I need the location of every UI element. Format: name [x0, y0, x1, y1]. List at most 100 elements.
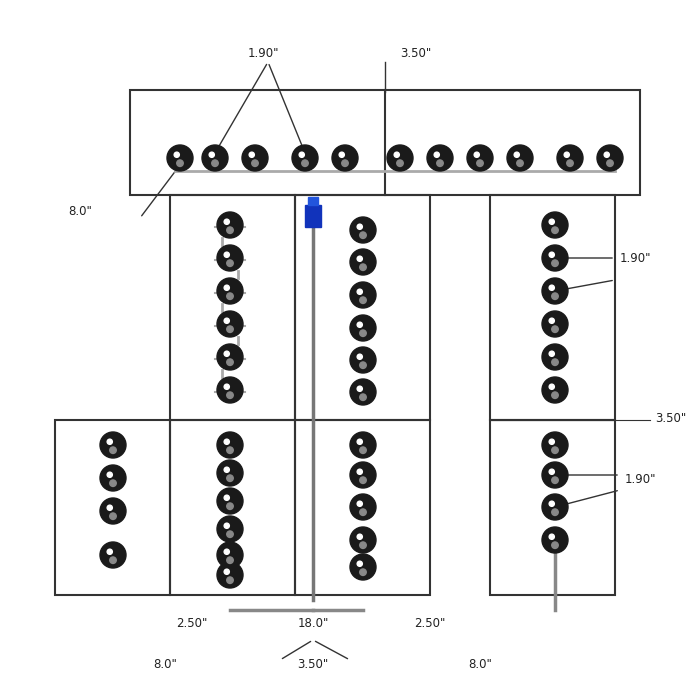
Circle shape [360, 569, 366, 575]
Circle shape [549, 439, 554, 444]
Circle shape [357, 439, 363, 444]
Circle shape [360, 477, 366, 484]
Circle shape [350, 249, 376, 275]
Circle shape [174, 152, 179, 158]
Circle shape [224, 439, 230, 444]
Circle shape [517, 160, 524, 167]
Bar [170, 420, 295, 595]
Circle shape [360, 232, 366, 239]
Circle shape [549, 285, 554, 290]
Circle shape [217, 278, 243, 304]
Circle shape [217, 516, 243, 542]
Circle shape [549, 318, 554, 323]
Circle shape [360, 264, 366, 270]
Circle shape [549, 384, 554, 389]
Circle shape [542, 494, 568, 520]
Text: 1.90": 1.90" [620, 252, 652, 265]
Text: 8.0": 8.0" [68, 205, 92, 218]
Circle shape [552, 260, 559, 267]
Circle shape [549, 351, 554, 356]
Circle shape [357, 386, 363, 391]
Circle shape [217, 460, 243, 486]
Circle shape [542, 462, 568, 488]
Circle shape [107, 439, 112, 444]
Circle shape [557, 145, 583, 171]
Circle shape [332, 145, 358, 171]
Circle shape [350, 217, 376, 243]
Circle shape [437, 160, 443, 167]
Circle shape [167, 145, 193, 171]
Circle shape [357, 534, 363, 540]
Circle shape [350, 554, 376, 580]
Circle shape [224, 252, 230, 258]
Circle shape [224, 523, 230, 528]
Circle shape [110, 480, 116, 486]
Circle shape [217, 377, 243, 403]
Circle shape [227, 227, 233, 234]
Circle shape [224, 384, 230, 389]
Circle shape [350, 347, 376, 373]
Circle shape [427, 145, 453, 171]
Circle shape [542, 377, 568, 403]
Circle shape [549, 219, 554, 224]
Circle shape [224, 285, 230, 290]
Circle shape [350, 432, 376, 458]
Circle shape [542, 212, 568, 238]
Circle shape [227, 293, 233, 300]
Text: 3.50": 3.50" [400, 47, 431, 60]
Circle shape [110, 447, 116, 454]
Circle shape [549, 252, 554, 258]
Circle shape [227, 260, 233, 267]
Circle shape [249, 152, 254, 158]
Circle shape [360, 362, 366, 368]
Circle shape [217, 488, 243, 514]
Circle shape [552, 326, 559, 332]
Circle shape [387, 145, 413, 171]
Text: 2.50": 2.50" [414, 617, 446, 630]
Circle shape [360, 542, 366, 549]
Circle shape [227, 577, 233, 584]
Circle shape [477, 160, 483, 167]
Circle shape [227, 447, 233, 454]
Circle shape [360, 330, 366, 337]
Circle shape [549, 501, 554, 506]
Circle shape [549, 534, 554, 540]
Circle shape [357, 256, 363, 261]
Circle shape [252, 160, 258, 167]
Circle shape [552, 509, 559, 515]
Circle shape [549, 469, 554, 475]
Circle shape [224, 569, 230, 574]
Circle shape [607, 160, 613, 167]
Text: 2.50": 2.50" [176, 617, 208, 630]
Circle shape [107, 472, 112, 477]
Bar [295, 195, 430, 420]
Circle shape [202, 145, 228, 171]
Circle shape [292, 145, 318, 171]
Circle shape [357, 561, 363, 566]
Bar [55, 420, 170, 595]
Circle shape [552, 227, 559, 234]
Circle shape [552, 359, 559, 365]
Circle shape [217, 245, 243, 271]
Text: 18.0": 18.0" [298, 617, 329, 630]
Text: 3.50": 3.50" [655, 412, 686, 425]
Circle shape [302, 160, 308, 167]
Circle shape [350, 494, 376, 520]
Circle shape [552, 542, 559, 549]
Circle shape [339, 152, 344, 158]
Circle shape [597, 145, 623, 171]
Circle shape [357, 322, 363, 328]
Circle shape [552, 293, 559, 300]
Circle shape [227, 503, 233, 510]
Circle shape [176, 160, 183, 167]
Circle shape [604, 152, 609, 158]
Circle shape [514, 152, 519, 158]
Circle shape [227, 392, 233, 398]
Circle shape [107, 505, 112, 510]
Circle shape [224, 351, 230, 356]
Text: 1.90": 1.90" [247, 47, 279, 60]
Circle shape [100, 432, 126, 458]
Circle shape [467, 145, 493, 171]
Circle shape [350, 462, 376, 488]
Circle shape [350, 315, 376, 341]
